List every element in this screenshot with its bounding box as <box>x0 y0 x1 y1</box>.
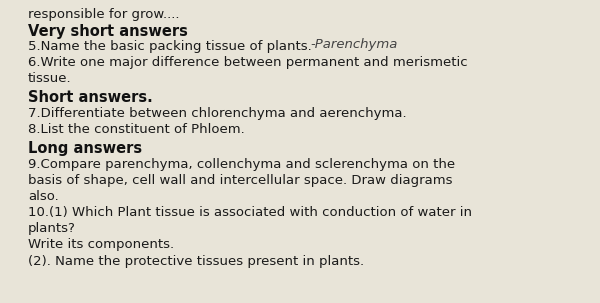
Text: 8.List the constituent of Phloem.: 8.List the constituent of Phloem. <box>28 123 245 136</box>
Text: (2). Name the protective tissues present in plants.: (2). Name the protective tissues present… <box>28 255 364 268</box>
Text: basis of shape, cell wall and intercellular space. Draw diagrams: basis of shape, cell wall and intercellu… <box>28 174 452 187</box>
Text: responsible for grow....: responsible for grow.... <box>28 8 179 21</box>
Text: also.: also. <box>28 190 59 203</box>
Text: 5.Name the basic packing tissue of plants.: 5.Name the basic packing tissue of plant… <box>28 40 312 53</box>
Text: 9.Compare parenchyma, collenchyma and sclerenchyma on the: 9.Compare parenchyma, collenchyma and sc… <box>28 158 455 171</box>
Text: Short answers.: Short answers. <box>28 90 153 105</box>
Text: Very short answers: Very short answers <box>28 24 188 39</box>
Text: plants?: plants? <box>28 222 76 235</box>
Text: 7.Differentiate between chlorenchyma and aerenchyma.: 7.Differentiate between chlorenchyma and… <box>28 107 407 120</box>
Text: 6.Write one major difference between permanent and merismetic: 6.Write one major difference between per… <box>28 56 467 69</box>
Text: -Parenchyma: -Parenchyma <box>310 38 397 51</box>
Text: tissue.: tissue. <box>28 72 71 85</box>
Text: Long answers: Long answers <box>28 141 142 156</box>
Text: 10.(1) Which Plant tissue is associated with conduction of water in: 10.(1) Which Plant tissue is associated … <box>28 206 472 219</box>
Text: Write its components.: Write its components. <box>28 238 174 251</box>
